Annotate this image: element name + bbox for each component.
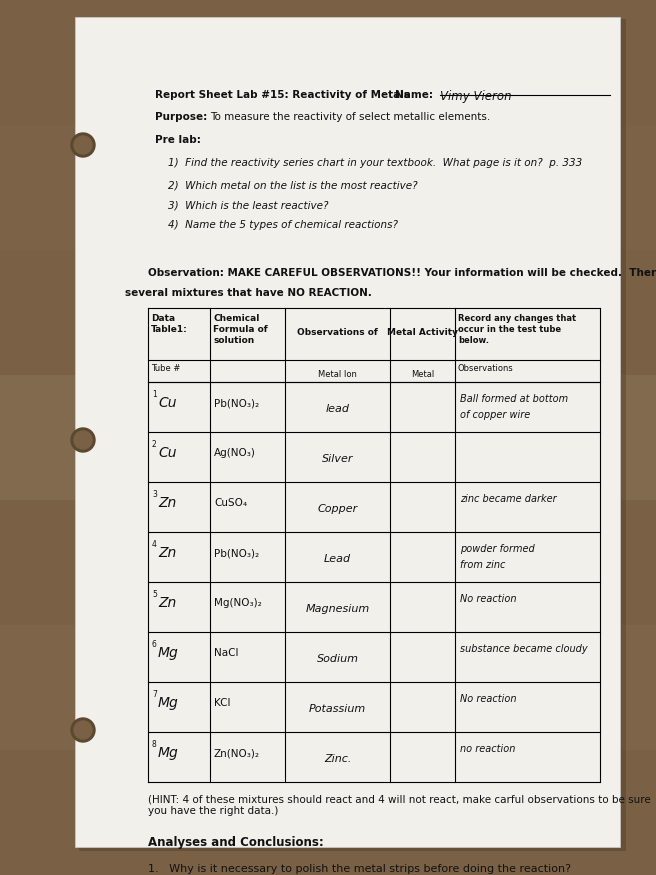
Text: Zn(NO₃)₂: Zn(NO₃)₂: [214, 748, 260, 758]
Text: 6: 6: [152, 640, 157, 649]
Text: Observation: MAKE CAREFUL OBSERVATIONS!! Your information will be checked.  Ther: Observation: MAKE CAREFUL OBSERVATIONS!!…: [148, 268, 656, 278]
Text: Name:: Name:: [395, 90, 433, 100]
Text: Metal Ion: Metal Ion: [318, 370, 357, 379]
Bar: [0, 0, 656, 125]
Text: Data: Data: [151, 314, 175, 323]
Text: Sodium: Sodium: [316, 654, 358, 664]
Bar: [0, 373, 656, 500]
Text: Copper: Copper: [318, 504, 358, 514]
Text: Report Sheet Lab #15: Reactivity of Metals: Report Sheet Lab #15: Reactivity of Meta…: [155, 90, 410, 100]
Text: 4: 4: [152, 540, 157, 549]
Text: no reaction: no reaction: [460, 744, 516, 754]
Text: Purpose:: Purpose:: [155, 112, 207, 122]
Text: 1)  Find the reactivity series chart in your textbook.  What page is it on?  p. : 1) Find the reactivity series chart in y…: [168, 158, 583, 168]
Text: Zn: Zn: [158, 496, 176, 510]
Text: 3)  Which is the least reactive?: 3) Which is the least reactive?: [168, 200, 329, 210]
Text: KCl: KCl: [214, 698, 230, 708]
Text: Potassium: Potassium: [309, 704, 366, 714]
Text: CuSO₄: CuSO₄: [214, 498, 247, 508]
Text: Observations: Observations: [458, 364, 514, 373]
Text: 2)  Which metal on the list is the most reactive?: 2) Which metal on the list is the most r…: [168, 180, 418, 190]
Text: Record any changes that: Record any changes that: [458, 314, 576, 323]
Text: Metal Activity: Metal Activity: [387, 328, 458, 337]
Text: powder formed: powder formed: [460, 544, 535, 554]
Circle shape: [74, 431, 92, 449]
Text: NaCl: NaCl: [214, 648, 239, 658]
Text: 7: 7: [152, 690, 157, 699]
Circle shape: [71, 718, 95, 742]
Text: Tube #: Tube #: [151, 364, 180, 373]
Text: Mg: Mg: [158, 696, 178, 710]
Text: several mixtures that have NO REACTION.: several mixtures that have NO REACTION.: [125, 288, 371, 298]
Text: substance became cloudy: substance became cloudy: [460, 644, 588, 654]
Circle shape: [74, 721, 92, 739]
Text: Zn: Zn: [158, 546, 176, 560]
Bar: [75, 17, 620, 847]
Text: No reaction: No reaction: [460, 594, 516, 604]
Text: Pb(NO₃)₂: Pb(NO₃)₂: [214, 398, 259, 408]
Text: To measure the reactivity of select metallic elements.: To measure the reactivity of select meta…: [210, 112, 490, 122]
Text: 2: 2: [152, 440, 157, 449]
Text: Magnesium: Magnesium: [306, 604, 369, 614]
Text: Pre lab:: Pre lab:: [155, 135, 201, 145]
Text: No reaction: No reaction: [460, 694, 516, 704]
Text: Mg: Mg: [158, 746, 178, 760]
Text: 1.   Why is it necessary to polish the metal strips before doing the reaction?: 1. Why is it necessary to polish the met…: [148, 864, 571, 874]
Text: from zinc: from zinc: [460, 560, 505, 570]
Text: Analyses and Conclusions:: Analyses and Conclusions:: [148, 836, 324, 849]
Bar: [0, 623, 656, 750]
Text: of copper wire: of copper wire: [460, 410, 530, 420]
Text: Silver: Silver: [321, 454, 353, 464]
Text: below.: below.: [458, 336, 489, 345]
Text: Mg(NO₃)₂: Mg(NO₃)₂: [214, 598, 262, 608]
Text: Formula of: Formula of: [213, 325, 268, 334]
Text: occur in the test tube: occur in the test tube: [458, 325, 561, 334]
Text: Ball formed at bottom: Ball formed at bottom: [460, 394, 568, 404]
Text: Pb(NO₃)₂: Pb(NO₃)₂: [214, 548, 259, 558]
Text: 3: 3: [152, 490, 157, 499]
Text: Metal: Metal: [411, 370, 434, 379]
Text: Vimy Vieron: Vimy Vieron: [440, 90, 512, 103]
Text: 8: 8: [152, 740, 157, 749]
Circle shape: [74, 136, 92, 154]
Text: Mg: Mg: [158, 646, 178, 660]
Text: Zinc.: Zinc.: [324, 754, 351, 764]
Bar: [0, 248, 656, 375]
Text: Table1:: Table1:: [151, 325, 188, 334]
Text: 4)  Name the 5 types of chemical reactions?: 4) Name the 5 types of chemical reaction…: [168, 220, 398, 230]
Circle shape: [71, 133, 95, 157]
Text: 1: 1: [152, 390, 157, 399]
Text: (HINT: 4 of these mixtures should react and 4 will not react, make carful observ: (HINT: 4 of these mixtures should react …: [148, 794, 651, 816]
Text: Cu: Cu: [158, 396, 176, 410]
Text: 5: 5: [152, 590, 157, 599]
Bar: [0, 123, 656, 250]
Text: lead: lead: [325, 404, 350, 414]
Text: zinc became darker: zinc became darker: [460, 494, 557, 504]
Bar: [79, 19, 626, 851]
Text: Observations of: Observations of: [297, 328, 378, 337]
Bar: [0, 498, 656, 625]
Bar: [0, 748, 656, 875]
Text: Lead: Lead: [324, 554, 351, 564]
Text: Ag(NO₃): Ag(NO₃): [214, 448, 256, 458]
Text: solution: solution: [213, 336, 255, 345]
Circle shape: [71, 428, 95, 452]
Text: Zn: Zn: [158, 596, 176, 610]
Text: Cu: Cu: [158, 446, 176, 460]
Text: Chemical: Chemical: [213, 314, 259, 323]
